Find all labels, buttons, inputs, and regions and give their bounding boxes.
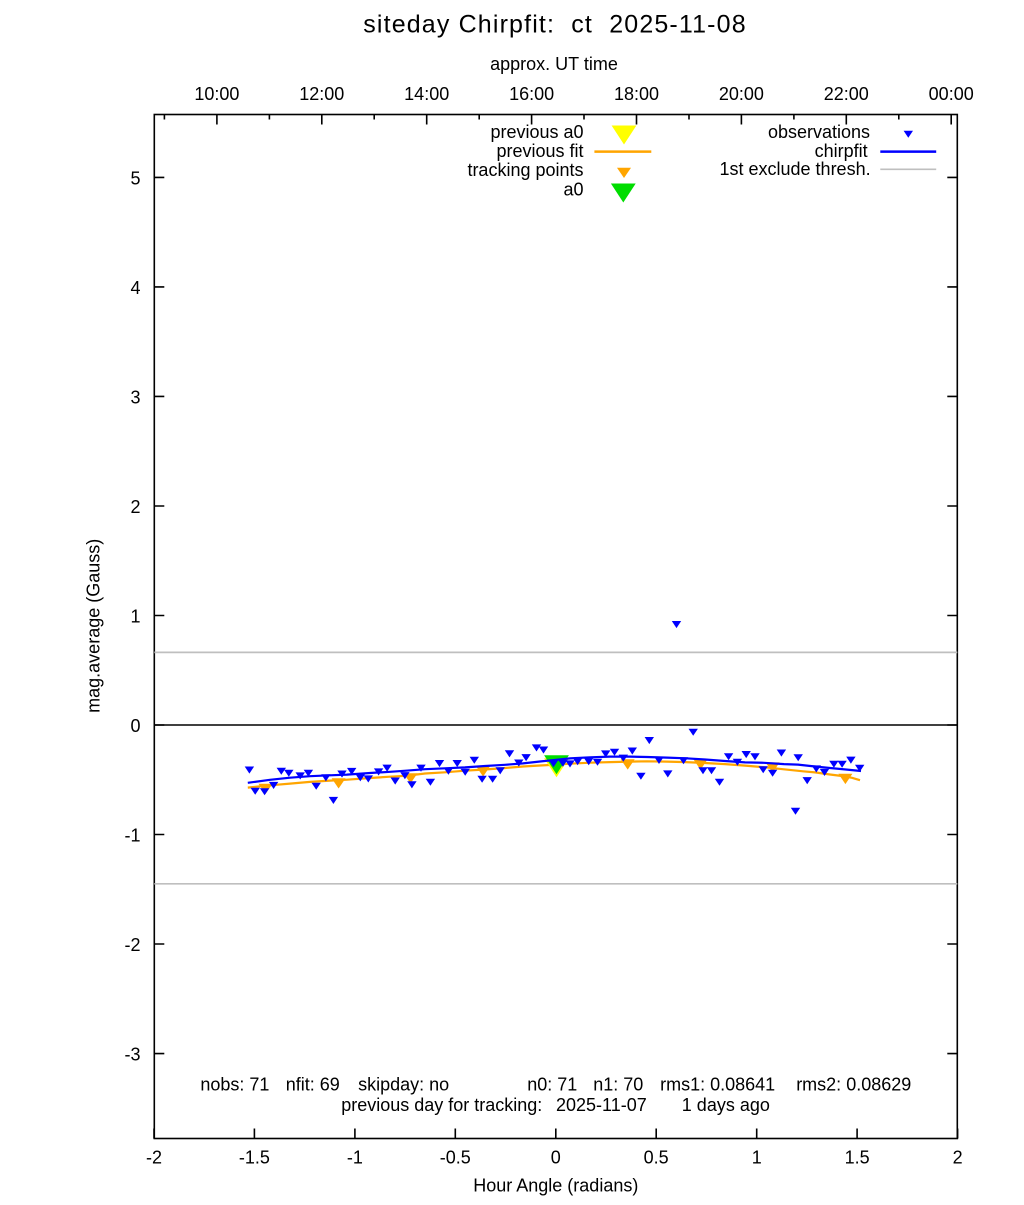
svg-text:22:00: 22:00 (824, 84, 869, 104)
svg-text:-3: -3 (124, 1045, 140, 1065)
svg-text:3: 3 (130, 387, 140, 407)
svg-text:n1: 70: n1: 70 (593, 1075, 643, 1095)
svg-text:previous day for tracking:: previous day for tracking: (341, 1095, 542, 1115)
svg-text:5: 5 (130, 168, 140, 188)
svg-text:10:00: 10:00 (194, 84, 239, 104)
svg-text:a0: a0 (563, 179, 583, 199)
svg-text:rms2: 0.08629: rms2: 0.08629 (796, 1075, 911, 1095)
svg-text:Hour Angle (radians): Hour Angle (radians) (473, 1176, 638, 1196)
svg-text:skipday: no: skipday: no (358, 1075, 449, 1095)
svg-text:20:00: 20:00 (719, 84, 764, 104)
svg-text:previous fit: previous fit (496, 141, 583, 161)
svg-text:2: 2 (953, 1148, 963, 1168)
svg-text:mag.average (Gauss): mag.average (Gauss) (84, 539, 104, 713)
svg-text:4: 4 (130, 278, 140, 298)
svg-text:0.5: 0.5 (644, 1148, 669, 1168)
svg-text:-1: -1 (347, 1148, 363, 1168)
svg-text:tracking points: tracking points (467, 160, 583, 180)
svg-text:00:00: 00:00 (929, 84, 974, 104)
svg-text:-1.5: -1.5 (239, 1148, 270, 1168)
svg-text:-0.5: -0.5 (440, 1148, 471, 1168)
svg-text:nobs: 71: nobs: 71 (200, 1075, 269, 1095)
svg-text:-2: -2 (124, 935, 140, 955)
svg-text:1: 1 (752, 1148, 762, 1168)
svg-text:16:00: 16:00 (509, 84, 554, 104)
svg-text:2025-11-07: 2025-11-07 (556, 1095, 647, 1115)
svg-text:18:00: 18:00 (614, 84, 659, 104)
svg-text:observations: observations (768, 122, 870, 142)
svg-text:1 days ago: 1 days ago (682, 1095, 770, 1115)
svg-text:1: 1 (130, 606, 140, 626)
svg-text:1st exclude thresh.: 1st exclude thresh. (720, 159, 871, 179)
svg-text:1.5: 1.5 (845, 1148, 870, 1168)
svg-text:-2: -2 (146, 1148, 162, 1168)
svg-text:n0: 71: n0: 71 (527, 1075, 577, 1095)
svg-text:nfit: 69: nfit: 69 (286, 1075, 340, 1095)
svg-text:14:00: 14:00 (404, 84, 449, 104)
svg-text:12:00: 12:00 (299, 84, 344, 104)
svg-text:0: 0 (551, 1148, 561, 1168)
svg-text:approx. UT time: approx. UT time (490, 54, 618, 74)
svg-text:2: 2 (130, 497, 140, 517)
svg-text:0: 0 (130, 716, 140, 736)
svg-text:previous a0: previous a0 (490, 122, 583, 142)
svg-text:-1: -1 (124, 825, 140, 845)
svg-text:chirpfit: chirpfit (815, 141, 868, 161)
svg-text:siteday Chirpfit: ct 2025-11: siteday Chirpfit: ct 2025-11-08 (363, 11, 747, 39)
svg-text:rms1: 0.08641: rms1: 0.08641 (660, 1075, 775, 1095)
